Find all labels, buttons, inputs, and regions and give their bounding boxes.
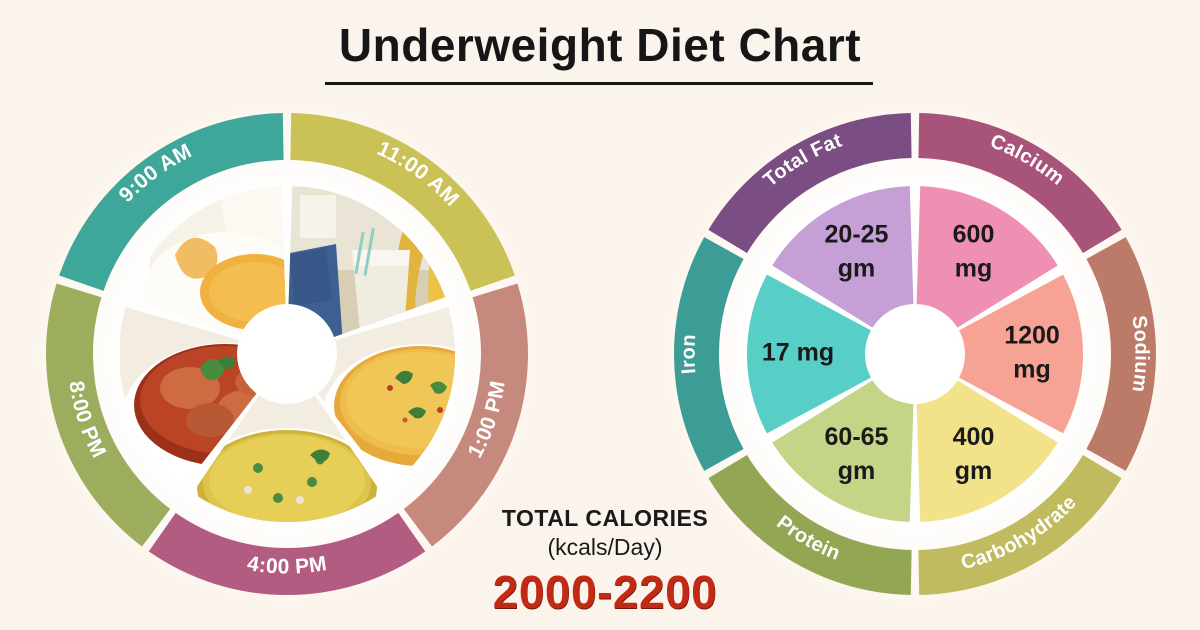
- svg-text:20-25: 20-25: [825, 220, 889, 248]
- svg-text:Sodium: Sodium: [1127, 314, 1152, 393]
- svg-text:400: 400: [953, 423, 995, 451]
- svg-text:4:00 PM: 4:00 PM: [246, 552, 329, 579]
- svg-text:60-65: 60-65: [825, 423, 889, 451]
- svg-text:mg: mg: [1013, 356, 1051, 384]
- svg-text:gm: gm: [955, 457, 993, 485]
- svg-text:17 mg: 17 mg: [762, 339, 834, 367]
- svg-text:mg: mg: [955, 254, 993, 282]
- svg-text:gm: gm: [838, 457, 876, 485]
- svg-text:600: 600: [953, 220, 995, 248]
- svg-text:gm: gm: [838, 254, 876, 282]
- svg-text:1200: 1200: [1004, 322, 1060, 350]
